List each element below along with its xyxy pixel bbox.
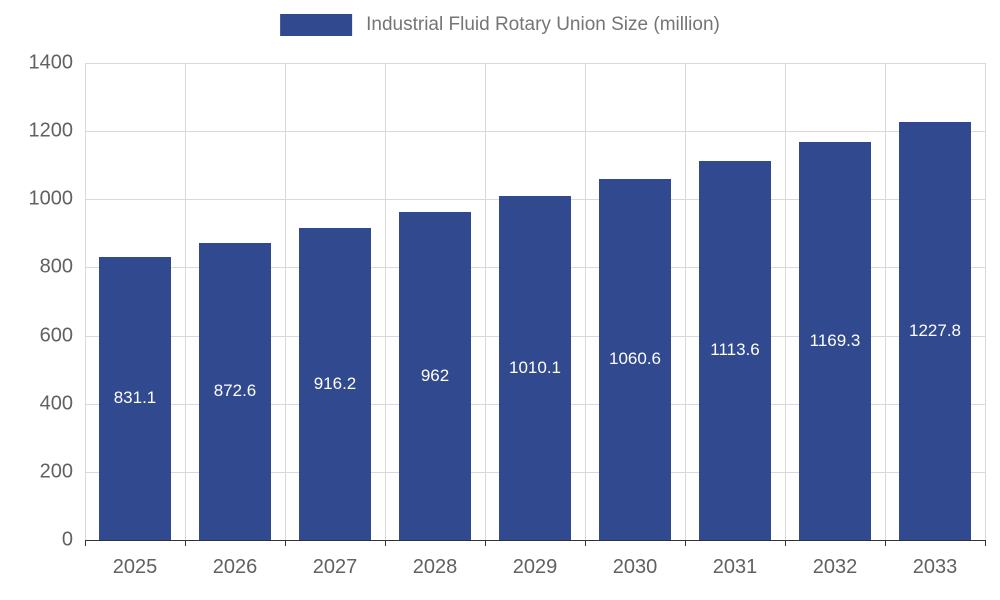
y-tick-label: 200 (39, 460, 73, 483)
bar[interactable]: 872.6 (199, 242, 271, 540)
bar-value-label: 1060.6 (609, 349, 661, 369)
x-grid-line (185, 63, 186, 540)
x-axis-tick (785, 540, 786, 546)
x-tick-label: 2030 (612, 556, 658, 578)
y-tick-label: 800 (39, 255, 73, 278)
x-tick-label: 2025 (112, 556, 158, 578)
bar[interactable]: 1227.8 (899, 121, 971, 540)
bar[interactable]: 1113.6 (699, 160, 771, 540)
x-grid-line (285, 63, 286, 540)
x-tick-label: 2028 (412, 556, 458, 578)
x-axis-tick (385, 540, 386, 546)
legend-swatch-icon (280, 14, 353, 36)
x-axis-tick (285, 540, 286, 546)
legend-label: Industrial Fluid Rotary Union Size (mill… (366, 14, 720, 35)
x-axis-line (85, 540, 985, 541)
x-axis-tick (685, 540, 686, 546)
x-axis-tick (185, 540, 186, 546)
plot-area: 0 200 400 600 800 1000 1200 1400 831.1 2025 872.6 2… (29, 52, 986, 578)
y-tick-label: 400 (39, 392, 73, 415)
bar-value-label: 1113.6 (710, 340, 760, 360)
y-grid-line (85, 131, 985, 133)
bar-value-label: 872.6 (213, 381, 257, 401)
bar[interactable]: 831.1 (99, 256, 171, 540)
x-axis-tick (885, 540, 886, 546)
bar[interactable]: 1169.3 (799, 141, 871, 540)
x-grid-line (685, 63, 686, 540)
bar-value-label: 1010.1 (509, 357, 561, 377)
x-tick-label: 2026 (212, 556, 258, 578)
x-grid-line (985, 63, 986, 540)
bar[interactable]: 1060.6 (599, 178, 671, 540)
x-grid-line (85, 63, 86, 540)
bar-value-label: 962 (420, 366, 450, 386)
x-tick-label: 2029 (512, 556, 558, 578)
x-grid-line (585, 63, 586, 540)
y-tick-label: 600 (39, 324, 73, 347)
legend[interactable]: Industrial Fluid Rotary Union Size (mill… (280, 14, 720, 36)
x-grid-line (785, 63, 786, 540)
x-tick-label: 2031 (712, 556, 758, 578)
bar[interactable]: 962 (399, 212, 471, 540)
x-axis-tick (485, 540, 486, 546)
bar-value-label: 1169.3 (809, 330, 861, 350)
y-tick-label: 0 (61, 528, 73, 551)
x-tick-label: 2027 (312, 556, 358, 578)
x-grid-line (485, 63, 486, 540)
bar-value-label: 916.2 (313, 373, 357, 393)
y-tick-label: 1400 (28, 51, 74, 74)
x-axis-tick (85, 540, 86, 546)
bar[interactable]: 1010.1 (499, 195, 571, 540)
bar-value-label: 831.1 (113, 388, 157, 408)
x-tick-label: 2033 (912, 556, 958, 578)
bar-value-label: 1227.8 (909, 320, 961, 340)
y-tick-label: 1200 (28, 119, 74, 142)
x-tick-label: 2032 (812, 556, 858, 578)
x-grid-line (385, 63, 386, 540)
bar[interactable]: 916.2 (299, 227, 371, 540)
y-grid-line (85, 63, 985, 64)
x-grid-line (885, 63, 886, 540)
y-tick-label: 1000 (28, 187, 74, 210)
x-axis-tick (585, 540, 586, 546)
x-axis-tick (985, 540, 986, 546)
